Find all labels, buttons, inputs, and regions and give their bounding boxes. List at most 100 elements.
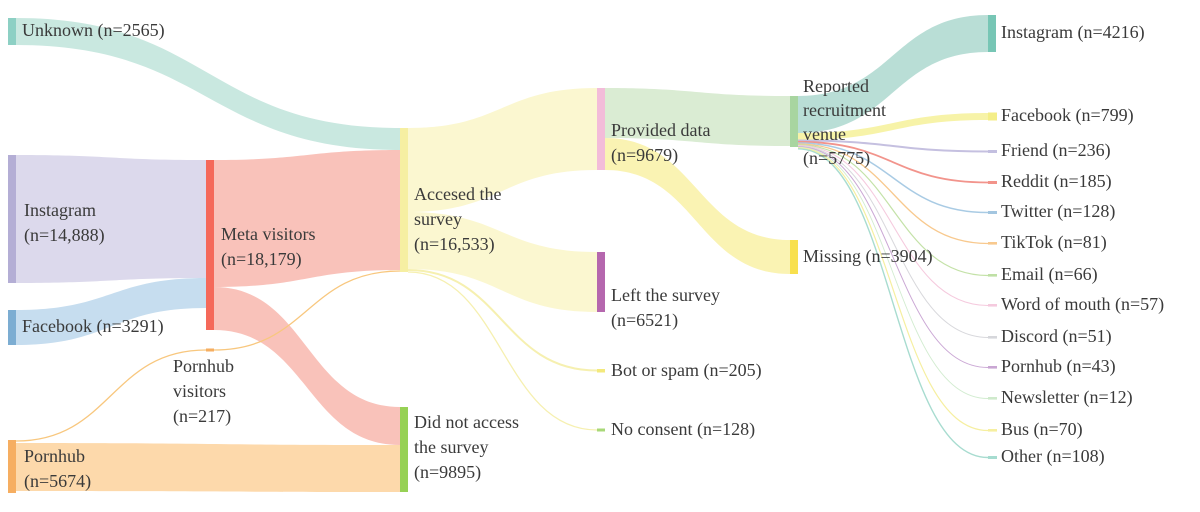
sankey-links <box>15 15 989 492</box>
label-email: Email (n=66) <box>1001 264 1098 285</box>
node-other <box>988 456 997 459</box>
label-no-consent: No consent (n=128) <box>611 419 755 440</box>
label-venue-line2: recruitment <box>803 100 886 120</box>
flow-venue-to-twitter <box>797 142 989 214</box>
node-bot-or-spam <box>597 369 605 373</box>
label-pornhub-left-line2: (n=5674) <box>24 471 91 492</box>
flow-venue-to-bus <box>797 147 989 432</box>
label-missing: Missing (n=3904) <box>803 246 933 267</box>
node-pornhub-left <box>8 440 16 493</box>
label-word-of-mouth: Word of mouth (n=57) <box>1001 294 1164 315</box>
node-left-survey <box>597 252 605 312</box>
label-twitter: Twitter (n=128) <box>1001 201 1115 222</box>
node-facebook-left <box>8 310 16 345</box>
label-instagram-left-line1: Instagram <box>24 200 96 220</box>
label-bot-or-spam: Bot or spam (n=205) <box>611 360 762 381</box>
label-venue-line3: venue <box>803 124 846 144</box>
label-facebook-left: Facebook (n=3291) <box>22 316 164 337</box>
node-email <box>988 274 997 277</box>
node-instagram-left <box>8 155 16 283</box>
label-left-survey-line2: (n=6521) <box>611 310 678 331</box>
node-discord <box>988 336 997 339</box>
label-provided-data-line2: (n=9679) <box>611 145 678 166</box>
flow-venue-to-email <box>797 144 989 277</box>
node-bus <box>988 429 997 432</box>
node-pornhub-right <box>988 366 997 369</box>
label-venue-line1: Reported <box>803 76 869 96</box>
node-reddit <box>988 181 997 184</box>
label-pornhub-left-line1: Pornhub <box>24 446 85 466</box>
flow-provideddata-to-venue <box>605 88 790 146</box>
node-meta-visitors <box>206 160 214 330</box>
node-provided-data <box>597 88 605 170</box>
label-provided-data-line1: Provided data <box>611 120 710 140</box>
node-newsletter <box>988 397 997 400</box>
flow-venue-to-friend <box>797 139 989 153</box>
label-unknown: Unknown (n=2565) <box>22 20 165 41</box>
label-did-not-access-line2: the survey <box>414 437 488 457</box>
node-unknown <box>8 18 16 45</box>
node-did-not-access <box>400 407 408 492</box>
label-reddit: Reddit (n=185) <box>1001 171 1112 192</box>
label-left-survey-line1: Left the survey <box>611 285 720 305</box>
node-friend <box>988 150 997 153</box>
label-pornhub-right: Pornhub (n=43) <box>1001 356 1116 377</box>
node-missing <box>790 240 798 274</box>
flow-accessed-to-leftsurvey <box>408 212 597 312</box>
flow-venue-to-reddit <box>797 140 989 184</box>
label-venue-line4: (n=5775) <box>803 148 870 169</box>
label-did-not-access-line1: Did not access <box>414 412 519 432</box>
flow-venue-to-tiktok <box>797 143 989 245</box>
label-instagram-left-line2: (n=14,888) <box>24 225 105 246</box>
flow-accessed-to-noconsent <box>407 271 598 431</box>
label-friend: Friend (n=236) <box>1001 140 1111 161</box>
flow-instagram-to-meta <box>16 155 206 283</box>
label-other: Other (n=108) <box>1001 446 1105 467</box>
label-facebook-right: Facebook (n=799) <box>1001 105 1134 126</box>
label-meta-visitors-line1: Meta visitors <box>221 224 316 244</box>
node-pornhub-visitors <box>206 348 214 352</box>
label-discord: Discord (n=51) <box>1001 326 1112 347</box>
flow-accessed-to-provideddata <box>408 88 597 212</box>
flow-venue-to-instagram <box>798 15 988 133</box>
flow-meta-to-accessed <box>214 150 400 287</box>
node-word-of-mouth <box>988 304 997 307</box>
sankey-nodes <box>8 15 997 493</box>
flow-venue-to-newsletter <box>797 146 989 399</box>
label-accessed-line1: Accesed the <box>414 184 501 204</box>
label-accessed-line2: survey <box>414 209 462 229</box>
label-meta-visitors-line2: (n=18,179) <box>221 249 302 270</box>
label-newsletter: Newsletter (n=12) <box>1001 387 1133 408</box>
flow-unknown-to-accessed <box>16 18 400 150</box>
label-bus: Bus (n=70) <box>1001 419 1083 440</box>
node-instagram-right <box>988 15 996 52</box>
node-facebook-right <box>988 112 997 121</box>
node-reported-venue <box>790 96 798 147</box>
flow-pornhubvisitors-to-accessed <box>213 270 401 351</box>
label-pornhub-visitors-line1: Pornhub <box>173 356 234 376</box>
flow-venue-to-discord <box>797 145 989 338</box>
flow-venue-to-other <box>797 148 989 459</box>
label-pornhub-visitors-line3: (n=217) <box>173 406 231 427</box>
label-pornhub-visitors-line2: visitors <box>173 381 226 401</box>
label-instagram-right: Instagram (n=4216) <box>1001 22 1145 43</box>
sankey-labels: Unknown (n=2565) Instagram (n=14,888) Fa… <box>22 20 1164 492</box>
node-twitter <box>988 211 997 214</box>
node-tiktok <box>988 242 997 245</box>
flow-meta-to-didnotaccess <box>214 287 400 445</box>
flow-venue-to-wordofmouth <box>797 144 989 307</box>
label-did-not-access-line3: (n=9895) <box>414 462 481 483</box>
flow-accessed-to-botorspam <box>407 269 598 372</box>
flow-facebook-to-meta <box>16 278 206 345</box>
node-accessed-survey <box>400 128 408 272</box>
label-accessed-line3: (n=16,533) <box>414 234 495 255</box>
flow-provideddata-to-missing <box>605 138 790 274</box>
node-no-consent <box>597 428 605 432</box>
flow-pornhub-to-pornhubvisitors <box>15 349 207 442</box>
flow-pornhub-to-didnotaccess <box>16 443 400 492</box>
flow-venue-to-facebook <box>798 113 988 140</box>
flow-venue-to-pornhub <box>797 146 989 368</box>
label-tiktok: TikTok (n=81) <box>1001 232 1107 253</box>
